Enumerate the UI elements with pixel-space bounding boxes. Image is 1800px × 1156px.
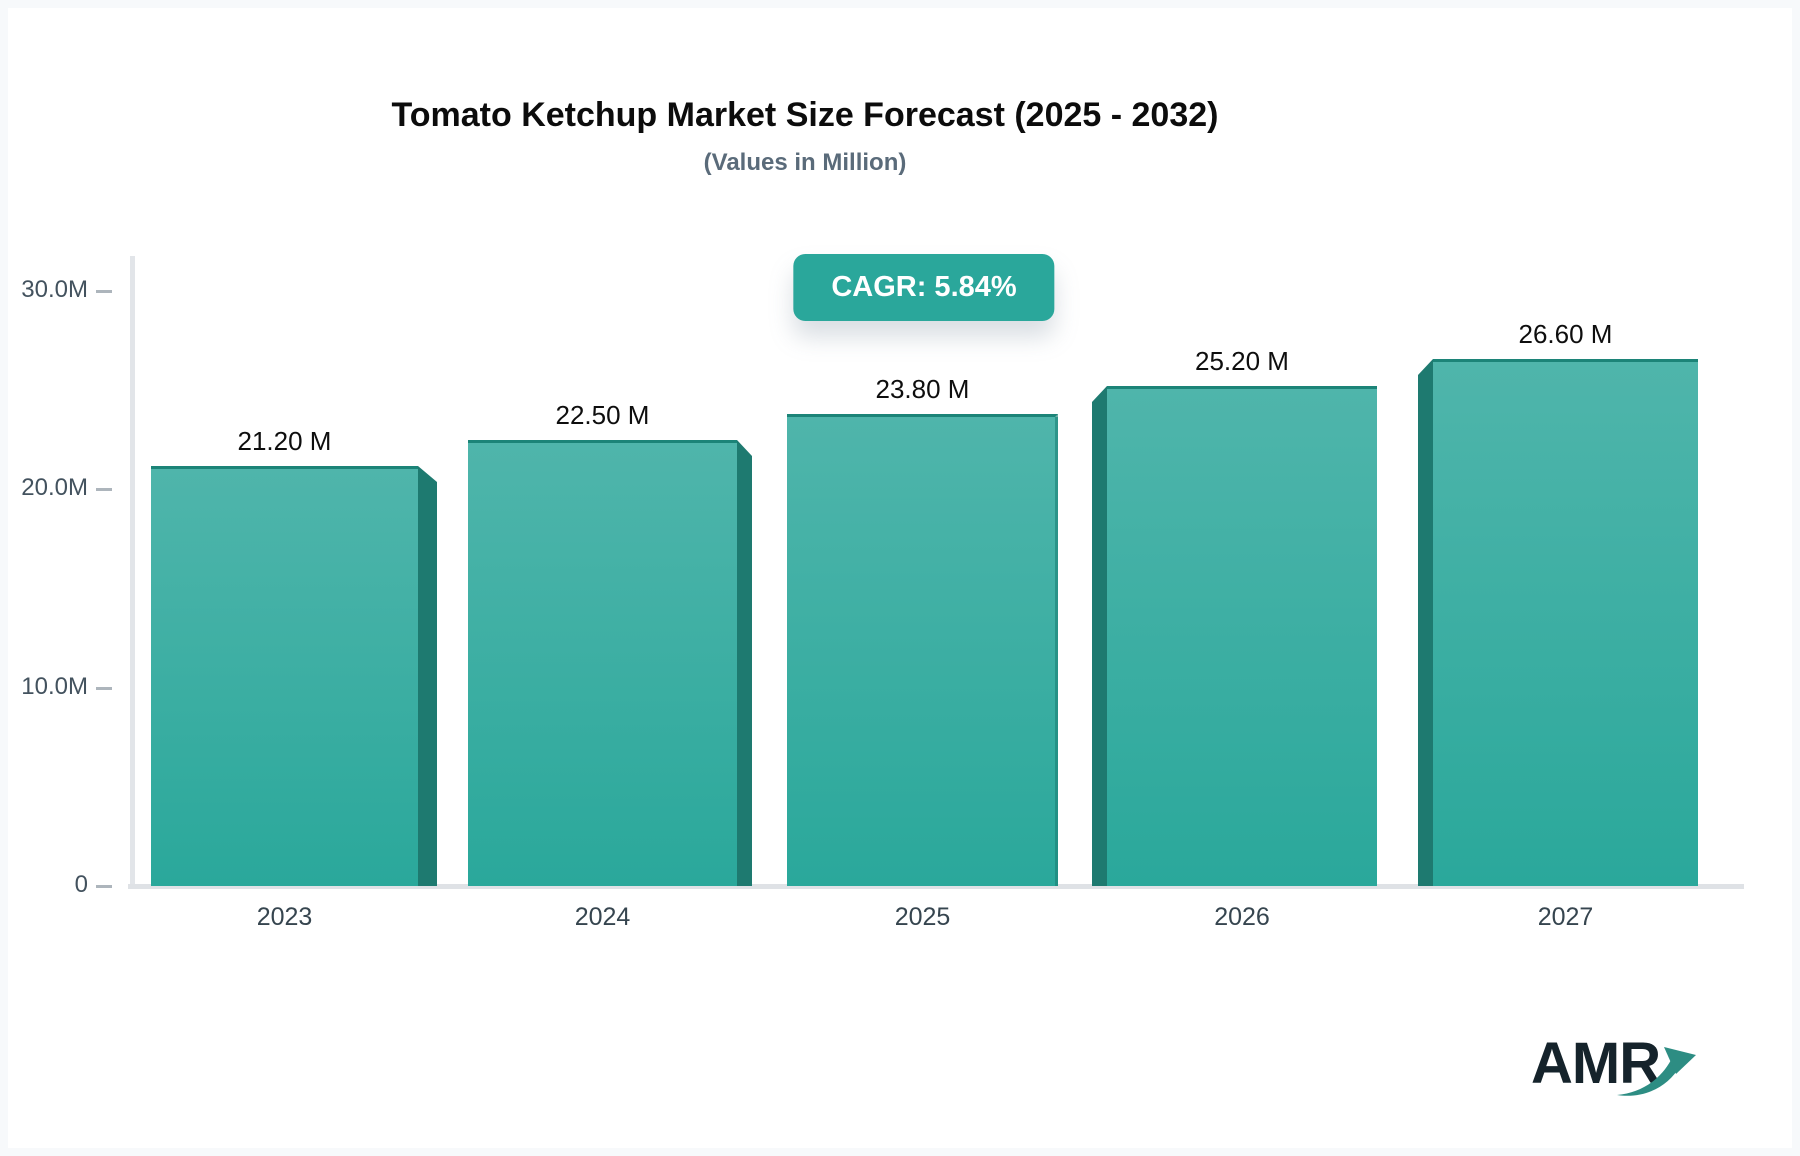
- amr-logo-text: AMR: [1531, 1031, 1661, 1096]
- y-tick-mark: [96, 686, 112, 690]
- bar-value-label: 23.80 M: [875, 374, 970, 404]
- bar: [468, 440, 737, 886]
- y-tick-mark: [96, 488, 112, 492]
- bar-3d-side: [737, 440, 752, 886]
- bar: [1107, 386, 1377, 886]
- bar: [787, 414, 1058, 886]
- bar-3d-side: [1092, 386, 1107, 886]
- x-axis-baseline: [128, 884, 1744, 889]
- x-axis-category-label: 2024: [574, 903, 631, 931]
- bar-3d-side: [418, 466, 437, 886]
- amr-logo: AMR: [1531, 1030, 1721, 1115]
- bar-value-label: 21.20 M: [237, 426, 332, 456]
- bar-3d-side: [1418, 359, 1433, 886]
- y-tick-mark: [96, 885, 112, 888]
- y-tick-label: 30.0M: [21, 276, 88, 304]
- x-axis-category-label: 2027: [1537, 903, 1594, 931]
- chart-title: Tomato Ketchup Market Size Forecast (202…: [391, 96, 1219, 134]
- bar: [1433, 359, 1698, 886]
- growth-arrow-icon: [1617, 1047, 1696, 1096]
- cagr-badge: CAGR: 5.84%: [793, 254, 1055, 321]
- bar-value-label: 22.50 M: [555, 400, 650, 430]
- x-axis-category-label: 2026: [1214, 903, 1270, 931]
- x-axis-category-label: 2025: [894, 903, 951, 931]
- bar-value-label: 26.60 M: [1518, 319, 1613, 349]
- y-tick-mark: [96, 290, 112, 294]
- y-axis-line: [130, 256, 135, 889]
- chart-subtitle: (Values in Million): [703, 149, 907, 176]
- bar: [151, 466, 418, 886]
- y-tick-label: 20.0M: [21, 474, 88, 502]
- bar-value-label: 25.20 M: [1195, 346, 1289, 376]
- y-tick-label: 0: [74, 871, 88, 898]
- y-tick-label: 10.0M: [21, 672, 88, 700]
- x-axis-category-label: 2023: [256, 903, 313, 931]
